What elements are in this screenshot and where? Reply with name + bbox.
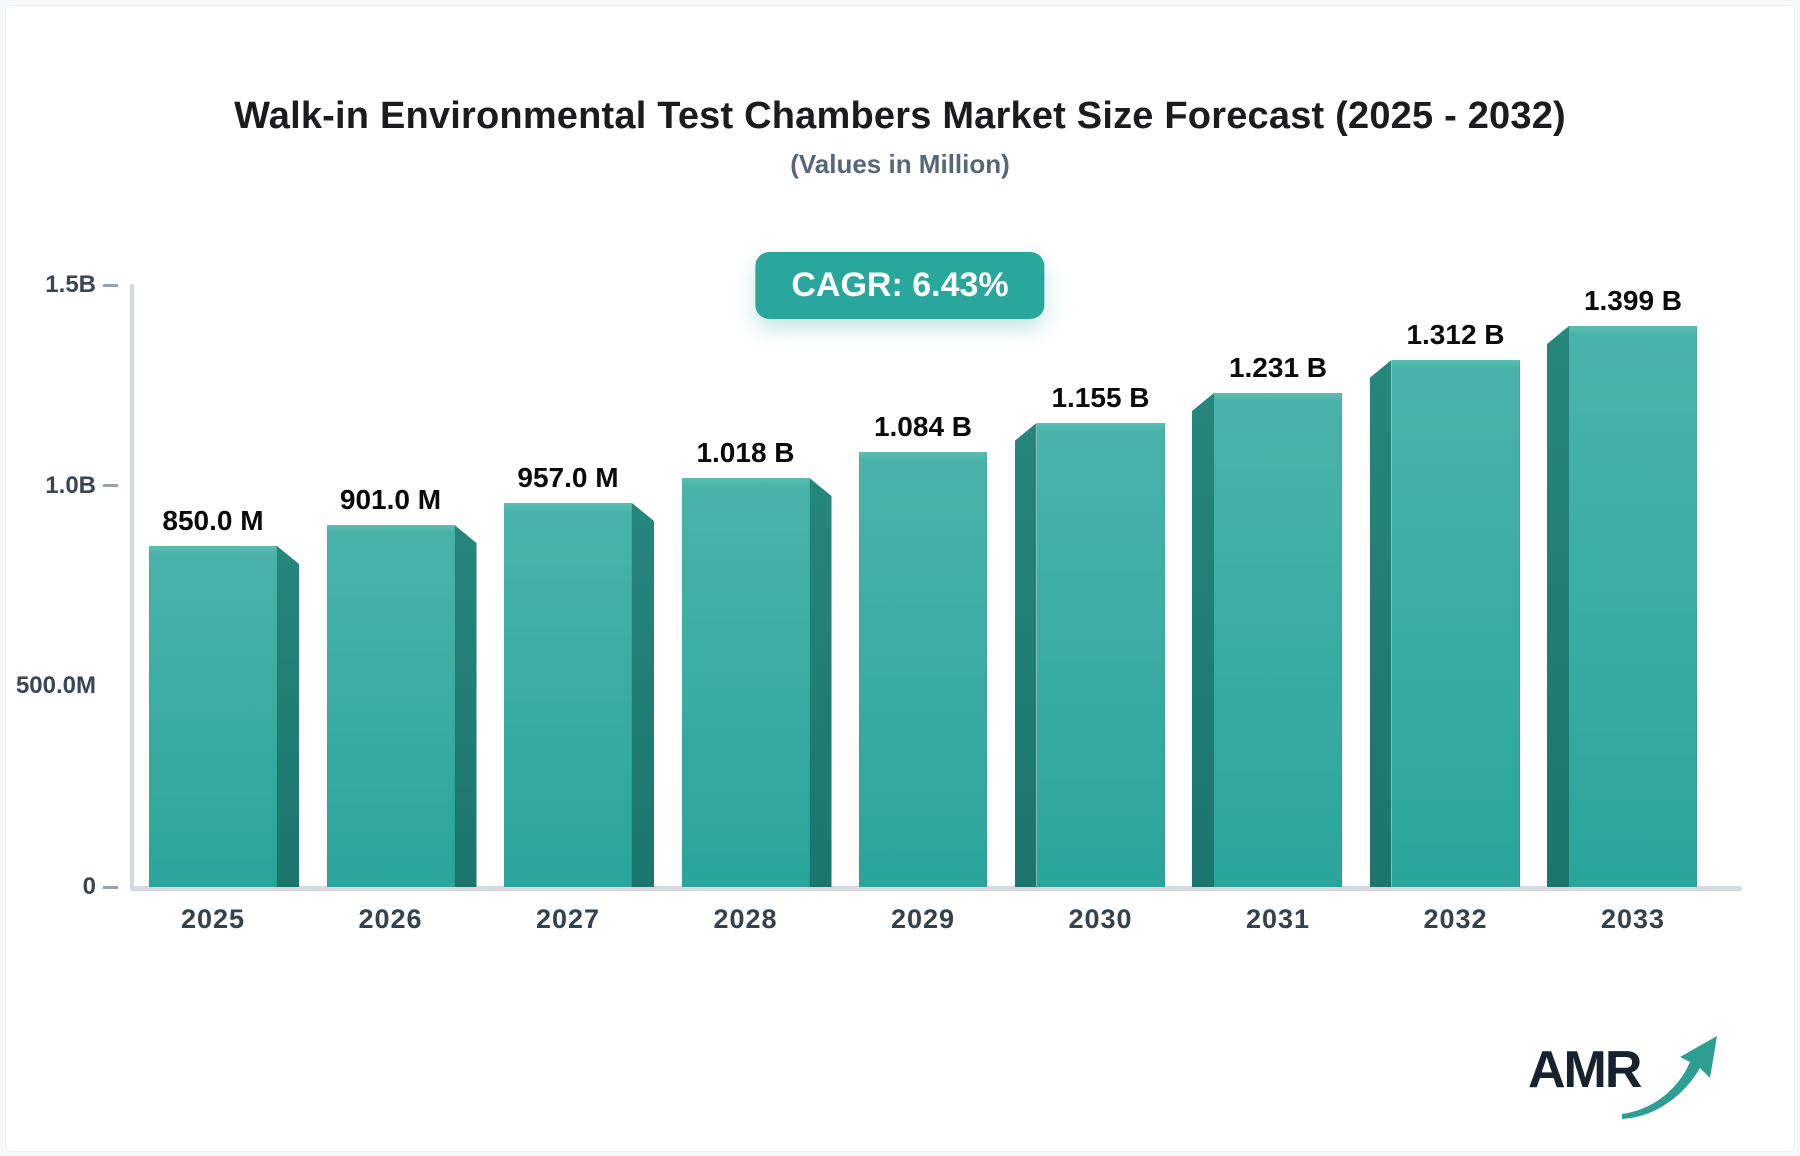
bar-value-label-2027: 957.0 M — [517, 462, 619, 493]
bar-2029 — [859, 452, 987, 887]
bar-2030 — [1036, 423, 1165, 887]
x-axis-label-2026: 2026 — [358, 904, 423, 934]
bar-2033 — [1569, 326, 1697, 887]
x-axis-label-2028: 2028 — [713, 904, 778, 934]
y-axis-line — [130, 284, 134, 891]
bar-value-label-2033: 1.399 B — [1583, 285, 1683, 316]
cagr-badge: CAGR: 6.43% — [755, 252, 1045, 319]
amr-logo-text: AMR — [1528, 1041, 1642, 1099]
bar-2027 — [504, 503, 632, 887]
bar-value-label-2031: 1.231 B — [1228, 352, 1328, 383]
x-axis-label-2031: 2031 — [1245, 904, 1311, 934]
x-axis-label-2032: 2032 — [1423, 904, 1488, 934]
bar-2026 — [326, 525, 455, 887]
bar-value-label-2029: 1.084 B — [873, 411, 973, 442]
bar-value-label-2032: 1.312 B — [1406, 319, 1505, 350]
y-axis-tick-label: 1.0B — [45, 471, 96, 499]
bar-value-label-2025: 850.0 M — [162, 505, 264, 536]
bar-value-label-2026: 901.0 M — [339, 484, 442, 515]
x-axis-label-2027: 2027 — [535, 904, 601, 934]
x-axis-baseline — [130, 886, 1742, 891]
y-axis-tick-dash — [103, 885, 118, 889]
chart-title: Walk-in Environmental Test Chambers Mark… — [234, 95, 1566, 137]
x-axis-label-2029: 2029 — [890, 904, 956, 934]
y-axis-tick-label: 0 — [82, 873, 96, 900]
bar-value-label-2028: 1.018 B — [696, 437, 795, 468]
bar-2032 — [1391, 360, 1520, 887]
x-axis-label-2025: 2025 — [180, 904, 246, 934]
y-axis-tick-label: 500.0M — [15, 672, 96, 700]
bar-value-label-2030: 1.155 B — [1051, 382, 1150, 413]
y-axis-tick-label: 1.5B — [45, 271, 96, 298]
bar-3d-side-2025 — [277, 546, 299, 887]
y-axis-tick-dash — [103, 484, 118, 488]
bar-2031 — [1214, 393, 1342, 887]
bar-3d-side-2031 — [1192, 393, 1214, 887]
y-axis-tick-dash — [103, 283, 118, 287]
growth-arrow-icon — [1622, 1036, 1717, 1119]
bar-3d-side-2032 — [1369, 360, 1392, 887]
chart-subtitle: (Values in Million) — [790, 149, 1010, 179]
bar-3d-side-2027 — [632, 503, 654, 887]
bar-2028 — [681, 478, 810, 887]
x-axis-label-2030: 2030 — [1068, 904, 1133, 934]
amr-logo: AMR — [1528, 1036, 1728, 1130]
bar-3d-side-2026 — [454, 525, 477, 887]
bar-3d-side-2028 — [809, 478, 832, 887]
bar-3d-side-2033 — [1547, 326, 1569, 887]
x-axis-label-2033: 2033 — [1600, 904, 1666, 934]
bar-3d-side-2030 — [1014, 423, 1037, 887]
bar-2025 — [149, 546, 277, 887]
